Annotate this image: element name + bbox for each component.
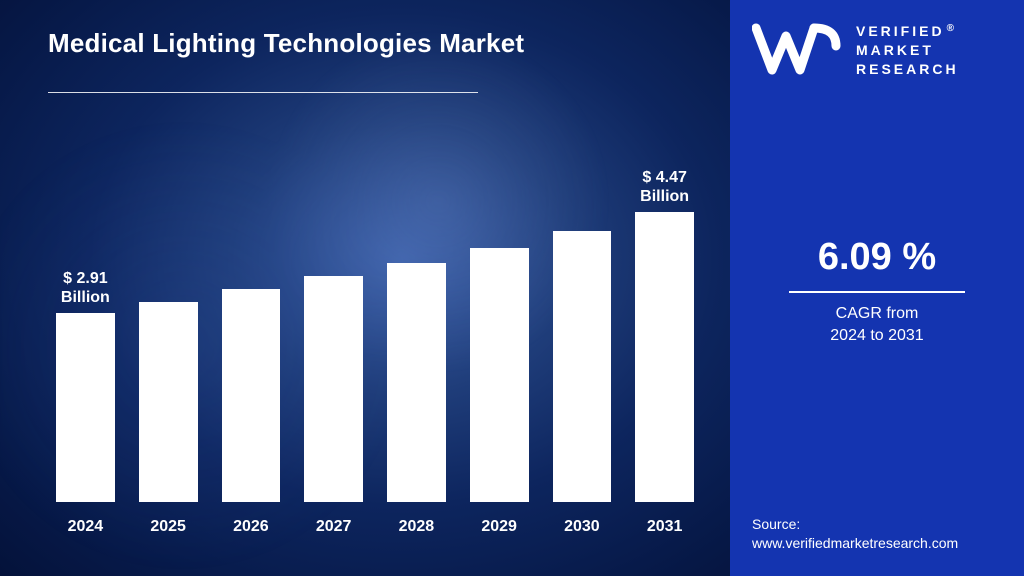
bar — [470, 248, 529, 502]
title-underline — [48, 92, 478, 93]
cagr-value: 6.09 % — [730, 236, 1024, 279]
bar — [635, 212, 694, 502]
bar-wrap — [139, 302, 198, 502]
source-url: www.verifiedmarketresearch.com — [752, 534, 958, 554]
x-axis-labels: 2024 2025 2026 2027 2028 2029 2030 2031 — [48, 508, 702, 542]
x-axis-label: 2030 — [553, 508, 612, 542]
cagr-caption: CAGR from 2024 to 2031 — [730, 303, 1024, 348]
bar — [387, 263, 446, 502]
brand-text-1: VERIFIED — [856, 23, 945, 39]
x-axis-label: 2025 — [139, 508, 198, 542]
bar — [304, 276, 363, 502]
bar-wrap: $ 4.47 Billion — [635, 168, 694, 502]
cagr-caption-line-2: 2024 to 2031 — [730, 325, 1024, 347]
bar-wrap: $ 2.91 Billion — [56, 269, 115, 502]
brand-name: VERIFIED® MARKET RESEARCH — [856, 22, 959, 79]
x-axis-label: 2026 — [222, 508, 281, 542]
chart-panel: Medical Lighting Technologies Market $ 2… — [0, 0, 730, 576]
bar-wrap — [470, 248, 529, 502]
bar-wrap — [304, 276, 363, 502]
brand-logo-row: VERIFIED® MARKET RESEARCH — [752, 22, 1008, 80]
source-block: Source: www.verifiedmarketresearch.com — [752, 515, 958, 554]
bars-group: $ 2.91 Billion $ 4.47 Billion — [48, 120, 702, 502]
x-axis-label: 2031 — [635, 508, 694, 542]
vmr-logo-icon — [752, 22, 844, 80]
cagr-underline — [789, 291, 965, 293]
bar-value-label: $ 4.47 Billion — [640, 168, 689, 206]
bar — [56, 313, 115, 502]
source-label: Source: — [752, 515, 958, 535]
bar-wrap — [387, 263, 446, 502]
x-axis-label: 2027 — [304, 508, 363, 542]
x-axis-label: 2024 — [56, 508, 115, 542]
bar-value-label: $ 2.91 Billion — [61, 269, 110, 307]
chart-area: $ 2.91 Billion$ 4.47 Billion 20242025202… — [48, 120, 702, 542]
bar-wrap — [222, 289, 281, 502]
registered-mark: ® — [947, 23, 957, 34]
brand-line-2: MARKET — [856, 41, 959, 60]
bar — [222, 289, 281, 502]
bar — [553, 231, 612, 502]
brand-line-1: VERIFIED® — [856, 22, 959, 41]
x-axis-label: 2029 — [470, 508, 529, 542]
chart-title: Medical Lighting Technologies Market — [48, 28, 524, 59]
summary-panel: VERIFIED® MARKET RESEARCH 6.09 % CAGR fr… — [730, 0, 1024, 576]
brand-line-3: RESEARCH — [856, 60, 959, 79]
cagr-block: 6.09 % CAGR from 2024 to 2031 — [730, 236, 1024, 348]
x-axis-label: 2028 — [387, 508, 446, 542]
infographic-container: Medical Lighting Technologies Market $ 2… — [0, 0, 1024, 576]
bar-wrap — [553, 231, 612, 502]
bar — [139, 302, 198, 502]
cagr-caption-line-1: CAGR from — [730, 303, 1024, 325]
